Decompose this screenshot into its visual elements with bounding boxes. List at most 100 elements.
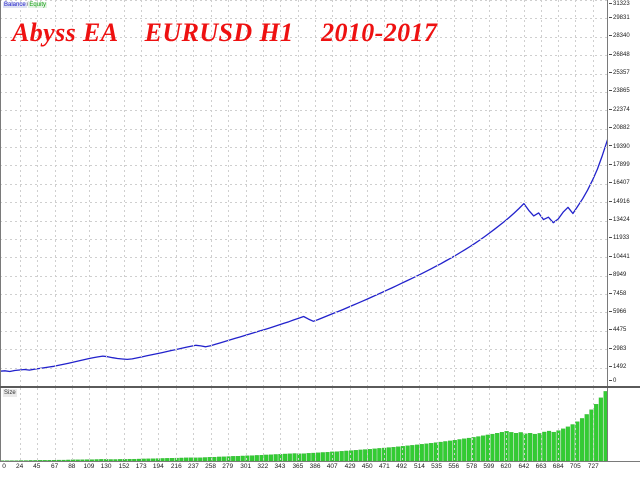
size-bar xyxy=(561,428,566,461)
x-axis-tick-label: 322 xyxy=(257,463,269,470)
x-axis-tick-label: 556 xyxy=(448,463,460,470)
y-axis-tick-label: 1492 xyxy=(609,363,640,372)
x-axis-tick-label: 24 xyxy=(15,463,24,470)
size-bar xyxy=(297,453,302,461)
x-axis-tick-label: 514 xyxy=(414,463,425,470)
size-bar xyxy=(579,418,585,461)
size-bar xyxy=(589,409,594,461)
x-axis-tick-label: 535 xyxy=(431,463,443,470)
y-axis-tick-label: 16407 xyxy=(609,179,640,188)
x-axis-tick-label: 45 xyxy=(33,463,41,470)
x-axis-tick-label: 407 xyxy=(326,463,338,470)
size-bar xyxy=(556,430,561,461)
size-bar xyxy=(400,446,405,461)
size-bar xyxy=(108,459,113,461)
size-bar xyxy=(532,433,537,461)
size-panel-left-border xyxy=(0,388,1,461)
balance-line xyxy=(0,138,608,373)
size-bar xyxy=(198,457,203,461)
size-bar xyxy=(570,424,575,461)
size-bar xyxy=(546,430,552,461)
x-axis-tick-label: 0 xyxy=(2,463,6,470)
size-bar xyxy=(250,455,255,461)
size-bar xyxy=(287,453,292,461)
size-bar xyxy=(513,433,519,461)
size-bar xyxy=(344,450,349,461)
x-axis-tick-label: 152 xyxy=(118,463,130,470)
size-bar xyxy=(363,449,368,461)
panel-left-border xyxy=(0,0,1,386)
x-axis-tick-label: 620 xyxy=(500,463,512,470)
x-axis-tick-label: 705 xyxy=(569,463,581,470)
x-axis-tick-label: 386 xyxy=(309,463,321,470)
size-bar xyxy=(471,437,476,461)
size-bar xyxy=(396,446,401,461)
size-bar xyxy=(476,436,481,461)
size-bar xyxy=(480,435,486,461)
size-bar xyxy=(278,454,283,461)
size-bar xyxy=(358,449,363,461)
size-bar xyxy=(419,444,424,461)
x-axis-tick-label: 67 xyxy=(51,463,59,470)
y-axis-tick-label: 19390 xyxy=(609,143,640,152)
size-panel-label: Size xyxy=(3,389,17,397)
size-bar xyxy=(466,437,471,461)
size-bar xyxy=(447,440,453,461)
x-axis-tick-label: 173 xyxy=(135,463,147,470)
size-bar xyxy=(457,439,462,461)
y-axis-tick-label: 2983 xyxy=(609,345,640,354)
size-bar xyxy=(551,431,556,461)
x-axis-tick-label: 258 xyxy=(205,463,216,470)
y-axis-tick-label: 4475 xyxy=(609,326,640,335)
size-bars-plot xyxy=(0,391,608,461)
balance-curve-plot xyxy=(0,138,608,373)
size-bar xyxy=(598,397,603,461)
size-bar xyxy=(339,451,344,461)
size-bar xyxy=(47,460,52,461)
size-bar xyxy=(565,426,570,461)
size-bar xyxy=(349,450,354,461)
size-bar xyxy=(490,433,495,461)
size-histogram-panel: Size xyxy=(0,388,608,461)
chart-legend: Balance/Equity xyxy=(3,1,48,9)
legend-equity-label: Equity xyxy=(28,2,48,8)
size-bar xyxy=(94,459,99,461)
size-bar xyxy=(301,453,307,461)
size-bar xyxy=(325,452,330,461)
size-bar xyxy=(424,443,429,461)
size-bar xyxy=(429,443,434,461)
size-bar xyxy=(594,404,599,461)
size-bar xyxy=(433,442,438,461)
x-axis-tick-label: 727 xyxy=(587,463,599,470)
size-bar xyxy=(136,458,142,461)
size-bar xyxy=(377,448,382,461)
size-bar xyxy=(504,431,509,461)
size-bar xyxy=(188,457,193,461)
balance-equity-panel: Balance/Equity Abyss EA EURUSD H1 2010-2… xyxy=(0,0,608,386)
legend-balance-label: Balance xyxy=(3,2,27,8)
size-bar xyxy=(415,444,420,461)
size-bar xyxy=(405,445,410,461)
size-bar xyxy=(70,459,76,461)
x-axis-tick-label: 599 xyxy=(483,463,495,470)
y-axis-tick-label: 20882 xyxy=(609,124,640,133)
y-axis-tick-label: 0 xyxy=(609,377,640,386)
x-axis-tick-label: 130 xyxy=(100,463,112,470)
size-bar xyxy=(537,433,542,461)
size-bar xyxy=(160,458,165,461)
size-bar xyxy=(518,432,523,461)
y-axis-tick-label: 17899 xyxy=(609,161,640,170)
size-bar xyxy=(151,458,156,461)
size-bar xyxy=(485,434,490,461)
x-axis-tick-label: 301 xyxy=(240,463,252,470)
x-axis-tick-label: 578 xyxy=(466,463,478,470)
size-bar xyxy=(306,453,311,461)
size-bar xyxy=(528,433,533,461)
size-bar xyxy=(217,456,222,461)
y-axis-tick-label: 26848 xyxy=(609,51,640,60)
size-bar xyxy=(372,448,377,461)
x-axis-rule xyxy=(0,461,640,462)
x-axis-tick-label: 492 xyxy=(396,463,407,470)
panel-right-border xyxy=(607,0,608,386)
